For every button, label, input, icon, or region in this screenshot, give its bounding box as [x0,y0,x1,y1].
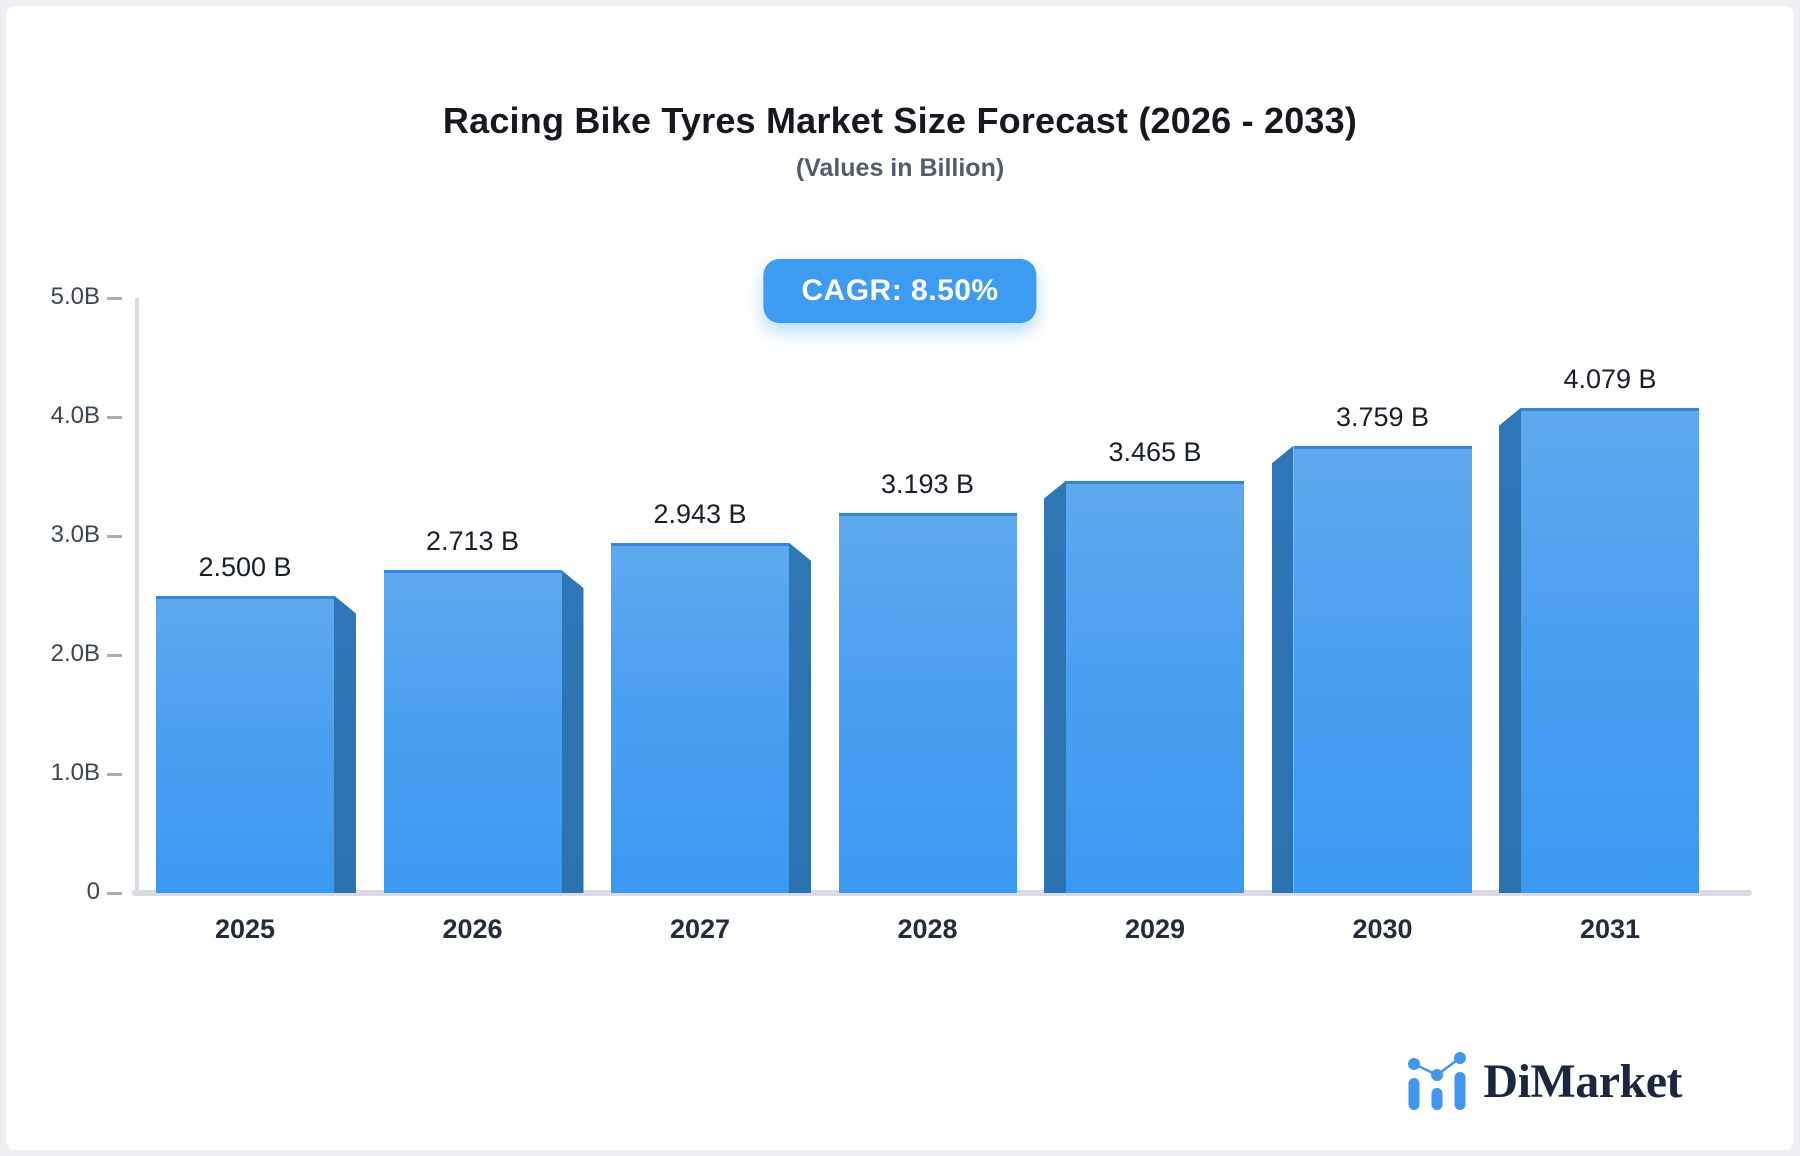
x-category-label: 2029 [1124,914,1186,944]
y-tick [107,772,122,776]
y-tick-label: 0 [86,878,100,905]
bar-value-label: 3.465 B [1108,436,1202,467]
bar [156,595,334,893]
x-category-label: 2028 [897,914,958,944]
brand-name: DiMarket [1483,1054,1682,1108]
bar [1066,480,1244,893]
bar-side-face [1271,445,1294,893]
x-category-label: 2031 [1579,914,1641,944]
bar-value-label: 3.193 B [880,469,975,500]
dimarket-chart-icon [1408,1052,1467,1110]
bar [1521,407,1699,893]
bar [383,570,562,893]
chart-subtitle: (Values in Billion) [795,154,1005,182]
x-category-label: 2027 [669,914,731,944]
bar [611,542,789,893]
bar-side-face [561,570,584,893]
y-tick [107,653,122,657]
y-tick-label: 3.0B [50,521,100,548]
y-tick [107,415,122,419]
bar-side-face [334,595,356,893]
bar-value-label: 2.500 B [198,551,292,582]
bar-side-face [1499,407,1521,893]
bar-side-face [789,542,811,893]
y-tick-label: 5.0B [50,283,100,310]
y-tick-label: 4.0B [50,402,100,429]
y-tick [107,891,122,895]
bar-value-label: 2.943 B [653,498,747,529]
y-axis-line [135,298,139,893]
bar-value-label: 4.079 B [1563,363,1657,394]
x-category-label: 2025 [214,914,276,944]
bar [1293,445,1472,893]
x-axis-line [132,890,1752,896]
cagr-badge: CAGR: 8.50% [763,259,1037,323]
bar-side-face [1044,480,1066,893]
y-tick-label: 2.0B [50,640,100,667]
chart-title: Racing Bike Tyres Market Size Forecast (… [442,100,1358,141]
chart-card: Racing Bike Tyres Market Size Forecast (… [6,6,1794,1150]
bar-value-label: 2.713 B [425,526,520,557]
bar-value-label: 3.759 B [1335,401,1430,432]
x-category-label: 2026 [442,914,503,944]
y-tick [107,534,122,538]
bar [838,513,1017,893]
brand-logo: DiMarket [1405,1048,1682,1114]
y-tick-label: 1.0B [50,759,100,786]
y-tick [107,296,122,300]
x-category-label: 2030 [1352,914,1413,944]
